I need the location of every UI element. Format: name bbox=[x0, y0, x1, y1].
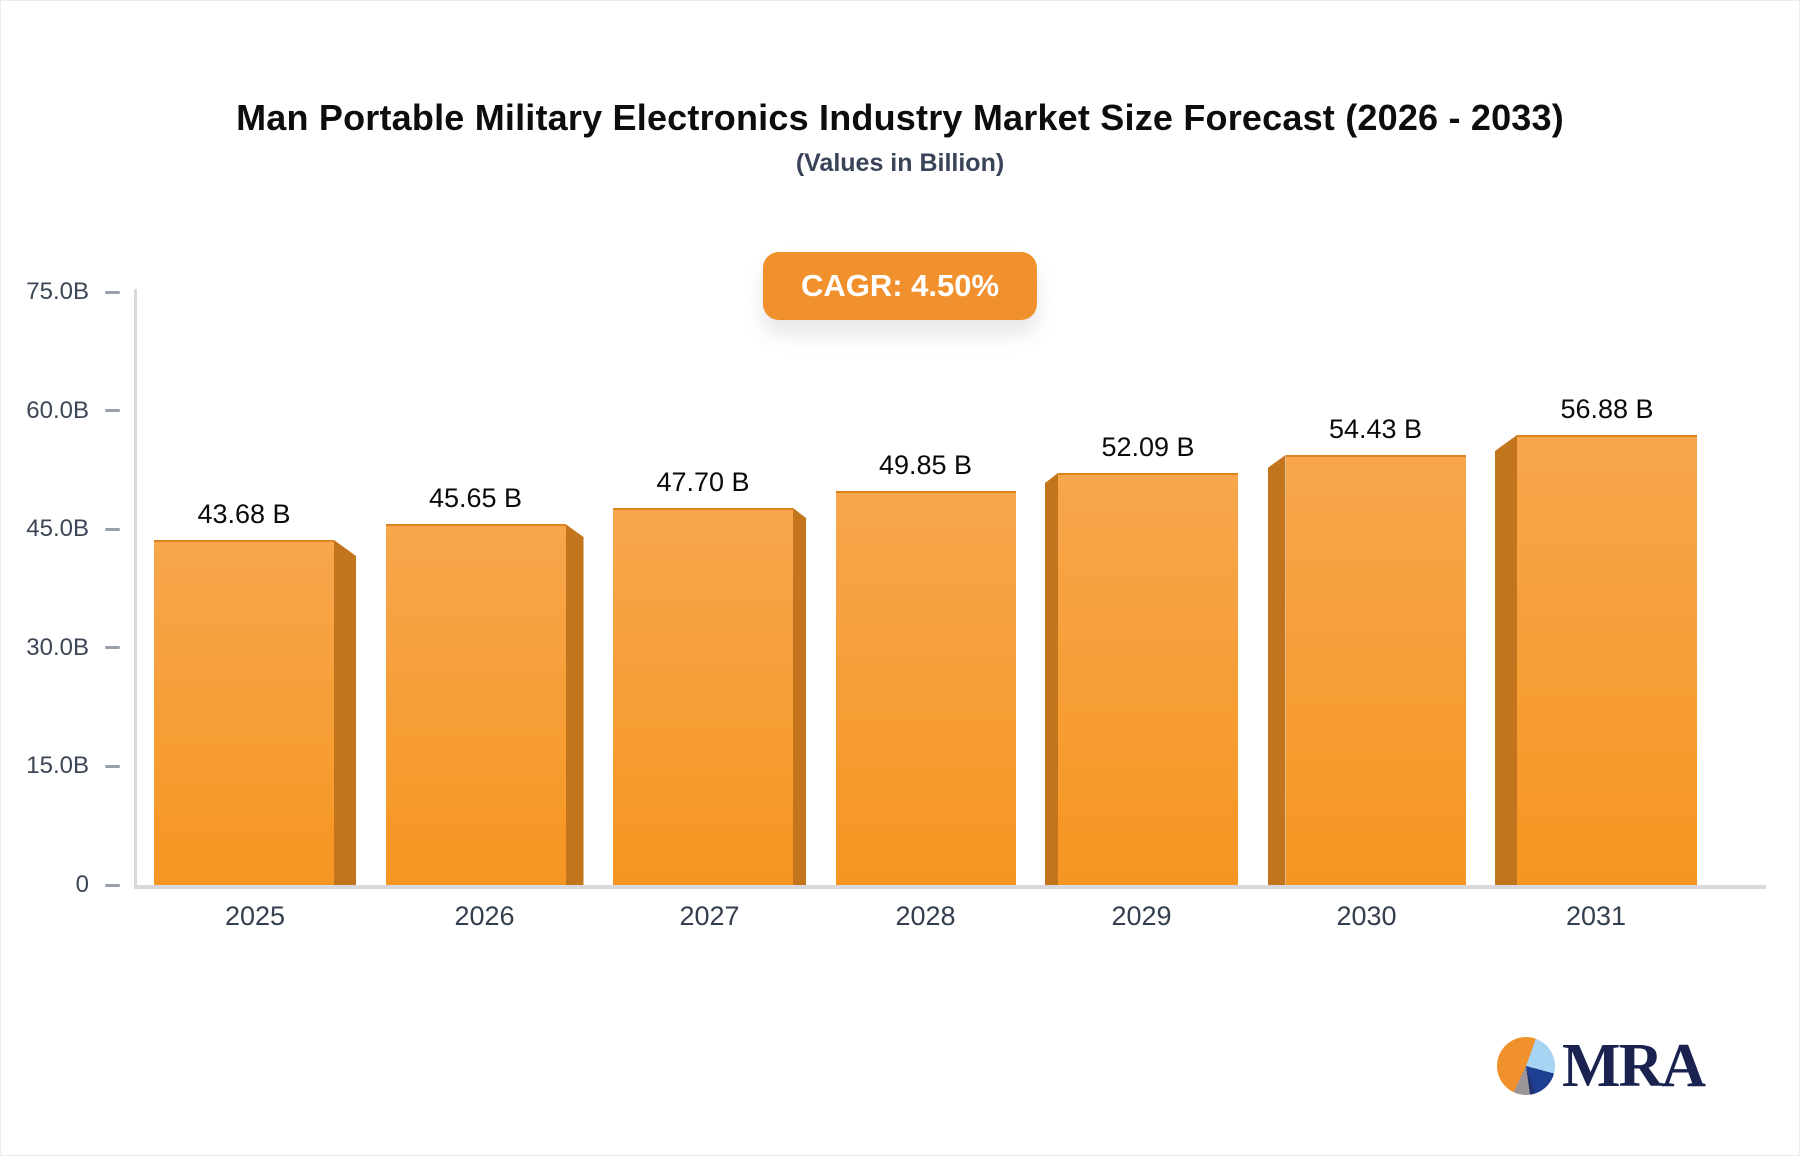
bar-value-label: 43.68 B bbox=[197, 499, 291, 529]
bar-side-face bbox=[793, 508, 806, 885]
bar-value-label: 52.09 B bbox=[1101, 432, 1195, 462]
x-axis-label-2025: 2025 bbox=[224, 901, 286, 931]
bar-side-face bbox=[565, 524, 584, 885]
cagr-badge: CAGR: 4.50% bbox=[762, 252, 1038, 320]
bar-side-face bbox=[1267, 455, 1286, 885]
bar-value-label: 56.88 B bbox=[1560, 394, 1654, 424]
bar-group-2031: 56.88 B 2031 bbox=[1495, 394, 1697, 931]
bar-face bbox=[835, 491, 1016, 885]
y-axis-tick-mark bbox=[105, 527, 120, 531]
bars-row: 43.68 B 2025 45.65 B 2026 47.70 B 2027 49.85 B… bbox=[154, 289, 1697, 931]
bar-face bbox=[1058, 473, 1238, 885]
x-axis-label-2027: 2027 bbox=[679, 901, 740, 931]
chart-subtitle: (Values in Billion) bbox=[795, 149, 1005, 177]
y-axis-tick-label: 60.0B bbox=[26, 396, 89, 424]
y-axis-tick-45.0B: 45.0B bbox=[26, 514, 120, 544]
bar-side-face bbox=[1045, 473, 1058, 885]
y-axis-tick-mark bbox=[105, 409, 120, 413]
bar-group-2025: 43.68 B 2025 bbox=[154, 499, 356, 931]
bar-group-2030: 54.43 B 2030 bbox=[1267, 414, 1466, 931]
bar-face bbox=[1517, 435, 1697, 885]
pie-chart-logo-icon bbox=[1497, 1037, 1555, 1095]
bar-face bbox=[1285, 455, 1466, 885]
y-axis-tick-75.0B: 75.0B bbox=[26, 277, 120, 307]
y-axis-tick-label: 30.0B bbox=[26, 633, 89, 661]
x-axis-label-2028: 2028 bbox=[895, 901, 956, 931]
bar-value-label: 49.85 B bbox=[878, 450, 973, 480]
bar-chart-plot-area: 0 15.0B 30.0B 45.0B 60.0B 75.0B 43.68 B 2025 45.… bbox=[26, 278, 1766, 931]
x-axis-label-2026: 2026 bbox=[454, 901, 515, 931]
bar-side-face bbox=[334, 540, 356, 885]
bar-side-face bbox=[1495, 435, 1517, 885]
x-axis-label-2031: 2031 bbox=[1565, 901, 1627, 931]
bar-face bbox=[154, 540, 334, 885]
y-axis-tick-mark bbox=[105, 883, 120, 887]
mra-logo: MRA bbox=[1497, 1032, 1706, 1100]
bar-face bbox=[613, 508, 793, 885]
y-axis-tick-label: 15.0B bbox=[26, 752, 89, 780]
x-axis-label-2029: 2029 bbox=[1111, 901, 1172, 931]
y-axis-tick-mark bbox=[105, 646, 120, 650]
bar-group-2029: 52.09 B 2029 bbox=[1045, 432, 1238, 931]
bar-group-2026: 45.65 B 2026 bbox=[385, 483, 584, 931]
bar-group-2028: 49.85 B 2028 bbox=[835, 450, 1016, 931]
y-axis-tick-mark bbox=[105, 764, 120, 768]
chart-title: Man Portable Military Electronics Indust… bbox=[236, 97, 1564, 138]
bar-value-label: 47.70 B bbox=[656, 467, 750, 497]
bar-face bbox=[385, 524, 566, 885]
bar-value-label: 54.43 B bbox=[1328, 414, 1423, 444]
y-axis-tick-15.0B: 15.0B bbox=[26, 751, 120, 781]
y-axis-tick-label: 75.0B bbox=[26, 278, 89, 305]
bar-value-label: 45.65 B bbox=[428, 483, 523, 513]
y-axis-tick-mark bbox=[105, 290, 120, 294]
y-axis-tick-label: 0 bbox=[75, 871, 89, 898]
y-axis-tick-60.0B: 60.0B bbox=[26, 396, 120, 426]
y-axis-tick-0: 0 bbox=[76, 870, 120, 900]
y-axis-tick-label: 45.0B bbox=[26, 515, 89, 543]
x-axis-label-2030: 2030 bbox=[1336, 901, 1397, 931]
logo-text: MRA bbox=[1562, 1032, 1706, 1100]
bar-group-2027: 47.70 B 2027 bbox=[613, 467, 806, 931]
y-axis-tick-30.0B: 30.0B bbox=[26, 633, 120, 663]
